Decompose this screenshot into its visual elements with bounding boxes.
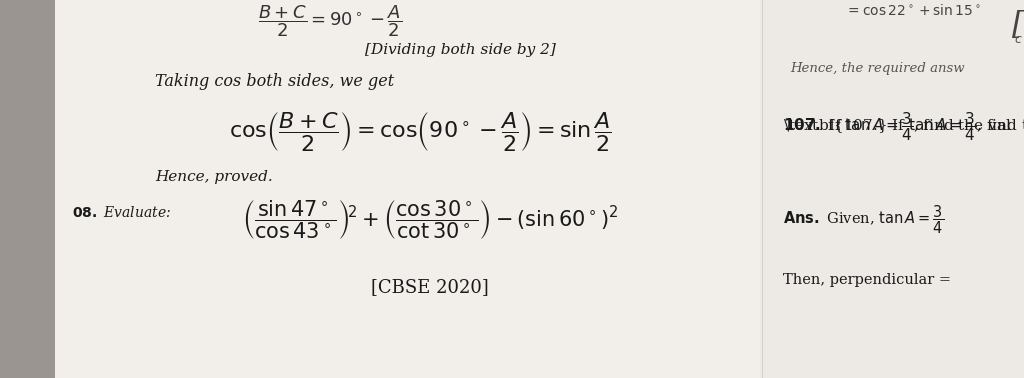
Text: $= \cos 22^\circ + \sin 15^\circ$: $= \cos 22^\circ + \sin 15^\circ$	[845, 3, 981, 18]
Text: [: [	[1012, 10, 1024, 41]
Bar	[760, 0, 1024, 378]
Text: Taking cos both sides, we get: Taking cos both sides, we get	[155, 73, 394, 90]
Text: $\mathbf{Ans.}$ Given, $\tan A = \dfrac{3}{4}$: $\mathbf{Ans.}$ Given, $\tan A = \dfrac{…	[783, 203, 944, 235]
Text: [Dividing both side by 2]: [Dividing both side by 2]	[365, 43, 555, 57]
Text: \textbf{107.} If $\tan A = \dfrac{3}{4}$, find the val: \textbf{107.} If $\tan A = \dfrac{3}{4}$…	[783, 110, 1024, 143]
Text: Then, perpendicular =: Then, perpendicular =	[783, 273, 951, 287]
Text: [CBSE 2020]: [CBSE 2020]	[371, 278, 488, 296]
Text: Hence, the required answ: Hence, the required answ	[790, 62, 965, 75]
Text: Hence, proved.: Hence, proved.	[155, 170, 272, 184]
Text: $\cos\!\left(\dfrac{B+C}{2}\right) = \cos\!\left(90^\circ - \dfrac{A}{2}\right) : $\cos\!\left(\dfrac{B+C}{2}\right) = \co…	[228, 110, 611, 153]
Bar	[55, 0, 815, 378]
Text: $\left(\dfrac{\sin 47^\circ}{\cos 43^\circ}\right)^{\!2} + \left(\dfrac{\cos 30^: $\left(\dfrac{\sin 47^\circ}{\cos 43^\ci…	[242, 198, 618, 241]
Text: $\dfrac{B+C}{2} = 90^\circ - \dfrac{A}{2}$: $\dfrac{B+C}{2} = 90^\circ - \dfrac{A}{2…	[258, 3, 402, 39]
Text: $\mathbf{107.}$ If $\tan A = \dfrac{3}{4}$, find the val: $\mathbf{107.}$ If $\tan A = \dfrac{3}{4…	[783, 110, 1012, 143]
Text: $c$: $c$	[1014, 33, 1022, 46]
Text: $\mathbf{08.}$ Evaluate:: $\mathbf{08.}$ Evaluate:	[72, 205, 171, 220]
Bar	[0, 0, 55, 378]
